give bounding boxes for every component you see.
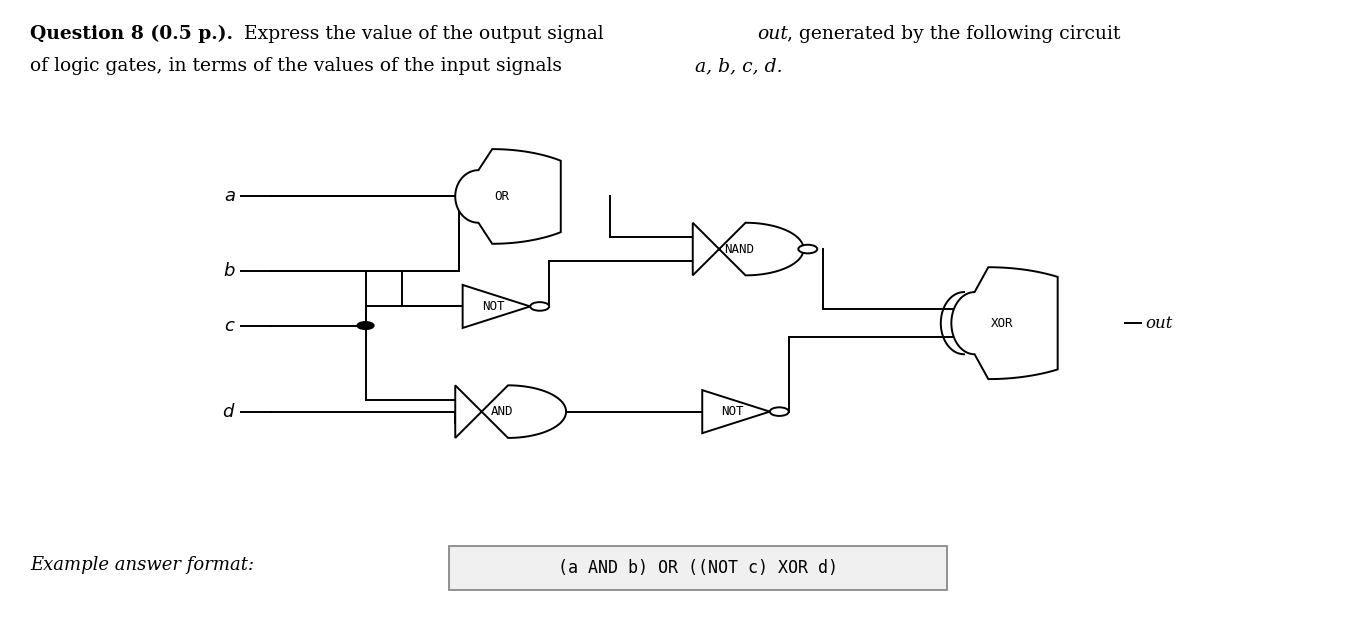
Text: NAND: NAND (725, 243, 755, 256)
Polygon shape (952, 267, 1058, 379)
Text: NOT: NOT (722, 405, 744, 418)
Text: (a AND b) OR ((NOT c) XOR d): (a AND b) OR ((NOT c) XOR d) (558, 560, 838, 577)
Text: , generated by the following circuit: , generated by the following circuit (787, 25, 1121, 43)
Polygon shape (455, 149, 561, 244)
Text: out: out (1145, 315, 1173, 332)
Text: $c$: $c$ (223, 317, 236, 335)
Text: $b$: $b$ (223, 261, 236, 279)
Polygon shape (463, 285, 530, 328)
Circle shape (770, 407, 789, 416)
Text: Question 8 (0.5 p.).: Question 8 (0.5 p.). (30, 25, 233, 43)
Text: $a$: $a$ (223, 188, 236, 206)
Polygon shape (693, 223, 804, 275)
Text: AND: AND (490, 405, 513, 418)
Text: a, b, c, d.: a, b, c, d. (695, 57, 782, 75)
Text: OR: OR (494, 190, 509, 203)
Text: of logic gates, in terms of the values of the input signals: of logic gates, in terms of the values o… (30, 57, 568, 75)
Polygon shape (703, 390, 770, 433)
Text: $d$: $d$ (222, 402, 236, 420)
Text: Express the value of the output signal: Express the value of the output signal (238, 25, 610, 43)
Text: XOR: XOR (990, 317, 1013, 330)
Text: Example answer format:: Example answer format: (30, 556, 255, 574)
Text: out: out (757, 25, 789, 43)
Text: NOT: NOT (482, 300, 504, 313)
Circle shape (798, 245, 817, 253)
Polygon shape (455, 385, 567, 438)
Circle shape (530, 302, 549, 310)
Circle shape (357, 322, 375, 329)
